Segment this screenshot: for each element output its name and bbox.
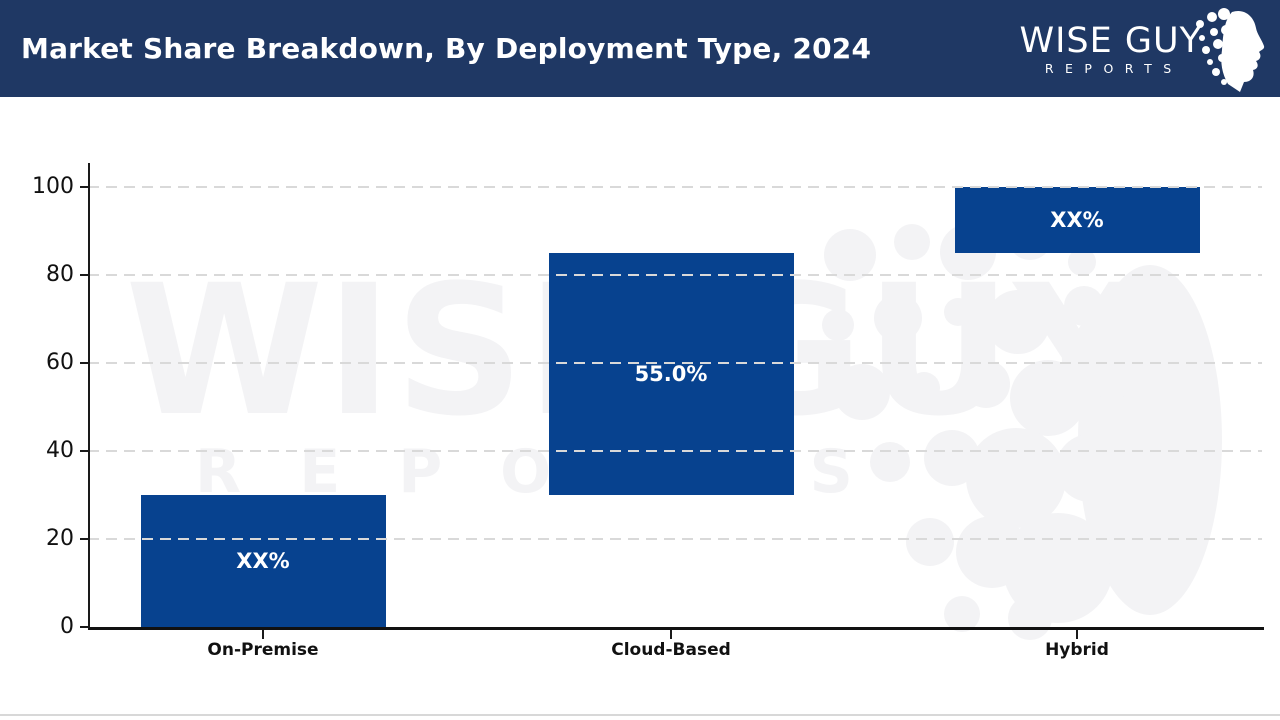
y-tick-mark xyxy=(80,362,88,364)
bar: XX% xyxy=(140,495,386,627)
gridline xyxy=(88,362,1262,364)
gridline xyxy=(88,450,1262,452)
y-tick-label: 100 xyxy=(32,174,74,199)
y-tick-label: 20 xyxy=(46,526,74,551)
logo-subtitle: REPORTS xyxy=(1044,61,1183,76)
y-tick-label: 0 xyxy=(60,614,74,639)
y-tick-mark xyxy=(80,450,88,452)
x-category-label: On-Premise xyxy=(207,640,319,660)
y-tick-label: 80 xyxy=(46,262,74,287)
gridline xyxy=(88,538,1262,540)
gridline xyxy=(88,186,1262,188)
y-tick-mark xyxy=(80,538,88,540)
x-tick-mark xyxy=(670,630,672,639)
x-tick-mark xyxy=(262,630,264,639)
y-tick-label: 40 xyxy=(46,438,74,463)
y-tick-label: 60 xyxy=(46,350,74,375)
bar-value-label: XX% xyxy=(236,549,290,573)
chart-title: Market Share Breakdown, By Deployment Ty… xyxy=(21,32,872,65)
logo-face-icon xyxy=(1196,8,1265,92)
y-tick-mark xyxy=(80,626,88,628)
bar-value-label: XX% xyxy=(1050,208,1104,232)
bar: 55.0% xyxy=(548,253,794,495)
y-tick-mark xyxy=(80,186,88,188)
wiseguy-logo: WISE GUY REPORTS xyxy=(1019,8,1268,92)
x-tick-mark xyxy=(1076,630,1078,639)
x-category-label: Hybrid xyxy=(1045,640,1109,660)
x-category-label: Cloud-Based xyxy=(611,640,731,660)
bar: XX% xyxy=(954,187,1200,253)
bar-value-label: 55.0% xyxy=(634,362,708,386)
y-tick-mark xyxy=(80,274,88,276)
header-bar: Market Share Breakdown, By Deployment Ty… xyxy=(0,0,1280,97)
gridline xyxy=(88,274,1262,276)
logo-wordmark: WISE GUY xyxy=(1019,21,1202,61)
bottom-divider xyxy=(0,714,1280,716)
